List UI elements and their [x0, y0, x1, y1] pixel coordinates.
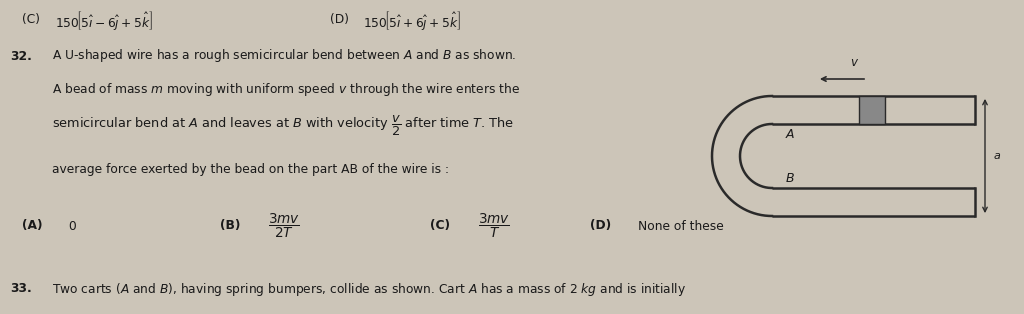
Text: semicircular bend at $A$ and leaves at $B$ with velocity $\dfrac{v}{2}$ after ti: semicircular bend at $A$ and leaves at $…	[52, 114, 514, 138]
Text: (D): (D)	[590, 219, 611, 232]
Text: 32.: 32.	[10, 50, 32, 62]
Text: $\dfrac{3mv}{2T}$: $\dfrac{3mv}{2T}$	[268, 212, 300, 240]
Text: A: A	[786, 127, 795, 140]
Text: $150\!\left[5\hat{\imath}-6\hat{\jmath}+5\hat{k}\right]$: $150\!\left[5\hat{\imath}-6\hat{\jmath}+…	[55, 8, 153, 31]
Text: (C): (C)	[22, 14, 40, 26]
Text: A U-shaped wire has a rough semicircular bend between $A$ and $B$ as shown.: A U-shaped wire has a rough semicircular…	[52, 47, 516, 64]
Text: (A): (A)	[22, 219, 43, 232]
Text: average force exerted by the bead on the part AB of the wire is :: average force exerted by the bead on the…	[52, 163, 449, 176]
Text: v: v	[851, 56, 857, 69]
Text: A bead of mass $m$ moving with uniform speed $v$ through the wire enters the: A bead of mass $m$ moving with uniform s…	[52, 82, 520, 99]
Bar	[859, 96, 885, 124]
Text: $\dfrac{3mv}{T}$: $\dfrac{3mv}{T}$	[478, 212, 510, 240]
Text: B: B	[786, 171, 795, 185]
Text: (D): (D)	[330, 14, 349, 26]
Text: (C): (C)	[430, 219, 450, 232]
Text: a: a	[994, 151, 1000, 161]
Text: None of these: None of these	[638, 219, 724, 232]
Text: 33.: 33.	[10, 283, 32, 295]
Text: Two carts ($A$ and $B$), having spring bumpers, collide as shown. Cart $A$ has a: Two carts ($A$ and $B$), having spring b…	[52, 280, 686, 297]
Text: (B): (B)	[220, 219, 241, 232]
Text: 0: 0	[68, 219, 76, 232]
Text: $150\!\left[5\hat{\imath}+6\hat{\jmath}+5\hat{k}\right]$: $150\!\left[5\hat{\imath}+6\hat{\jmath}+…	[362, 8, 461, 31]
